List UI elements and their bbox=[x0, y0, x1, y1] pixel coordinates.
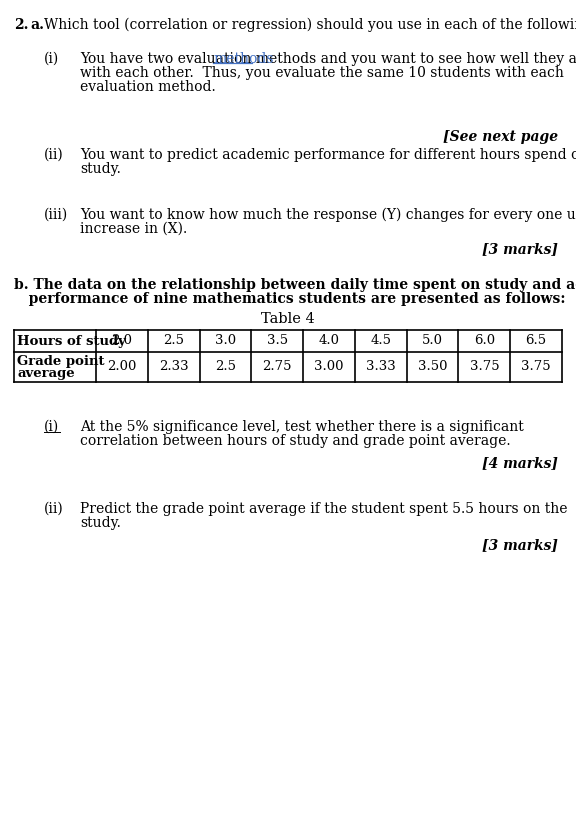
Text: increase in (X).: increase in (X). bbox=[80, 222, 187, 236]
Text: 3.0: 3.0 bbox=[215, 334, 236, 347]
Text: You have two evaluation methods and you want to see how well they agree: You have two evaluation methods and you … bbox=[80, 52, 576, 66]
Text: 5.0: 5.0 bbox=[422, 334, 443, 347]
Text: [4 marks]: [4 marks] bbox=[482, 456, 558, 470]
Text: (i): (i) bbox=[44, 420, 59, 434]
Text: 3.5: 3.5 bbox=[267, 334, 288, 347]
Text: 2.33: 2.33 bbox=[159, 360, 188, 373]
Text: Table 4: Table 4 bbox=[261, 312, 315, 326]
Text: average: average bbox=[17, 367, 75, 380]
Text: [3 marks]: [3 marks] bbox=[482, 538, 558, 552]
Text: study.: study. bbox=[80, 162, 121, 176]
Text: with each other.  Thus, you evaluate the same 10 students with each: with each other. Thus, you evaluate the … bbox=[80, 66, 564, 80]
Text: You want to know how much the response (Y) changes for every one unit: You want to know how much the response (… bbox=[80, 208, 576, 223]
Text: Which tool (correlation or regression) should you use in each of the following c: Which tool (correlation or regression) s… bbox=[44, 18, 576, 33]
Text: 4.0: 4.0 bbox=[319, 334, 339, 347]
Text: methods: methods bbox=[213, 52, 274, 66]
Text: At the 5% significance level, test whether there is a significant: At the 5% significance level, test wheth… bbox=[80, 420, 524, 434]
Text: 2.00: 2.00 bbox=[107, 360, 137, 373]
Text: study.: study. bbox=[80, 516, 121, 530]
Text: performance of nine mathematics students are presented as follows:: performance of nine mathematics students… bbox=[14, 292, 566, 306]
Text: Hours of study: Hours of study bbox=[17, 334, 126, 347]
Text: 3.33: 3.33 bbox=[366, 360, 396, 373]
Text: 2.0: 2.0 bbox=[111, 334, 132, 347]
Text: [See next page: [See next page bbox=[443, 130, 558, 144]
Text: Predict the grade point average if the student spent 5.5 hours on the: Predict the grade point average if the s… bbox=[80, 502, 567, 516]
Text: (iii): (iii) bbox=[44, 208, 68, 222]
Text: (ii): (ii) bbox=[44, 148, 64, 162]
Text: Grade point: Grade point bbox=[17, 354, 104, 367]
Text: 2.75: 2.75 bbox=[263, 360, 292, 373]
Text: 3.75: 3.75 bbox=[521, 360, 551, 373]
Text: [3 marks]: [3 marks] bbox=[482, 242, 558, 256]
Text: (ii): (ii) bbox=[44, 502, 64, 516]
Text: 3.00: 3.00 bbox=[314, 360, 344, 373]
Text: 2.5: 2.5 bbox=[215, 360, 236, 373]
Text: 6.0: 6.0 bbox=[474, 334, 495, 347]
Text: 6.5: 6.5 bbox=[525, 334, 547, 347]
Text: You want to predict academic performance for different hours spend on the: You want to predict academic performance… bbox=[80, 148, 576, 162]
Text: 4.5: 4.5 bbox=[370, 334, 391, 347]
Text: correlation between hours of study and grade point average.: correlation between hours of study and g… bbox=[80, 434, 511, 448]
Text: 2.5: 2.5 bbox=[163, 334, 184, 347]
Text: 3.75: 3.75 bbox=[469, 360, 499, 373]
Text: b. The data on the relationship between daily time spent on study and academic: b. The data on the relationship between … bbox=[14, 278, 576, 292]
Text: (i): (i) bbox=[44, 52, 59, 66]
Text: a.: a. bbox=[30, 18, 44, 32]
Text: 3.50: 3.50 bbox=[418, 360, 448, 373]
Text: 2.: 2. bbox=[14, 18, 28, 32]
Text: evaluation method.: evaluation method. bbox=[80, 80, 216, 94]
